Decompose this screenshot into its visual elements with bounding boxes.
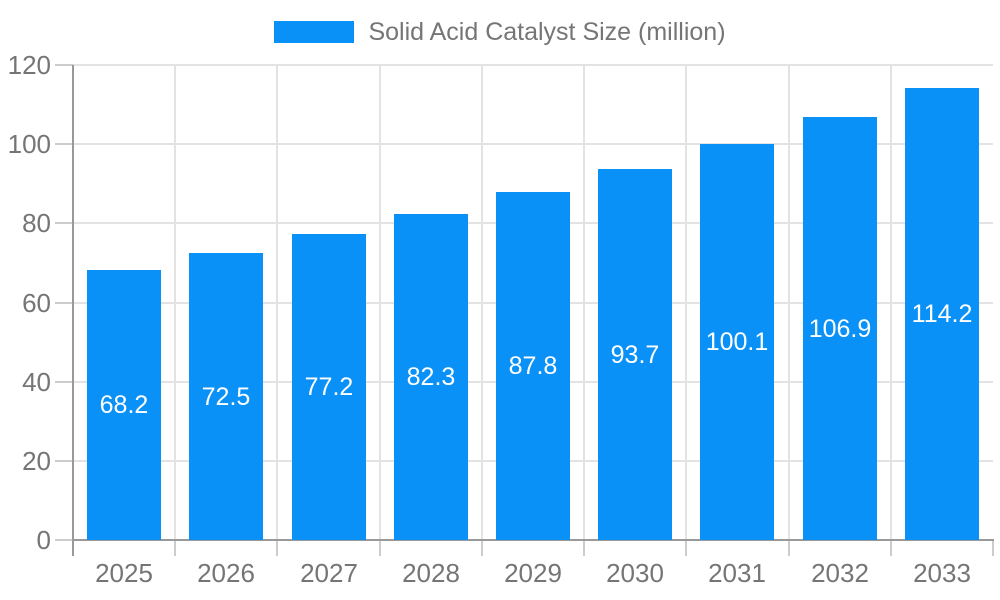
bar-value-label-2033: 114.2 bbox=[911, 300, 973, 328]
y-tick-20 bbox=[55, 460, 73, 462]
x-axis-label-2031: 2031 bbox=[708, 558, 766, 588]
bar-2032[interactable]: 106.9 bbox=[803, 117, 877, 540]
y-axis-label-100: 100 bbox=[7, 129, 51, 159]
x-tick-5 bbox=[583, 540, 585, 556]
gridline-x-5 bbox=[583, 65, 585, 540]
y-tick-40 bbox=[55, 381, 73, 383]
legend[interactable]: Solid Acid Catalyst Size (million) bbox=[0, 17, 1000, 47]
y-axis-label-20: 20 bbox=[22, 446, 51, 476]
y-tick-120 bbox=[55, 64, 73, 66]
x-axis-label-2026: 2026 bbox=[197, 558, 255, 588]
bar-value-label-2025: 68.2 bbox=[99, 391, 149, 419]
bar-value-label-2031: 100.1 bbox=[705, 328, 769, 356]
y-axis-label-80: 80 bbox=[22, 208, 51, 238]
gridline-x-8 bbox=[890, 65, 892, 540]
x-axis-label-2025: 2025 bbox=[95, 558, 153, 588]
y-axis-label-0: 0 bbox=[36, 525, 51, 555]
bar-value-label-2032: 106.9 bbox=[808, 315, 872, 343]
y-tick-0 bbox=[55, 539, 73, 541]
bar-2031[interactable]: 100.1 bbox=[700, 144, 774, 540]
x-axis-line bbox=[72, 539, 994, 541]
x-axis-label-2030: 2030 bbox=[606, 558, 664, 588]
gridline-y-120 bbox=[73, 64, 993, 66]
gridline-x-3 bbox=[379, 65, 381, 540]
x-axis-label-2032: 2032 bbox=[811, 558, 869, 588]
gridline-x-2 bbox=[276, 65, 278, 540]
legend-swatch bbox=[274, 21, 355, 43]
y-axis-line bbox=[72, 65, 74, 556]
bar-2029[interactable]: 87.8 bbox=[496, 192, 570, 540]
y-axis-label-60: 60 bbox=[22, 288, 51, 318]
gridline-x-7 bbox=[788, 65, 790, 540]
x-tick-7 bbox=[788, 540, 790, 556]
x-tick-1 bbox=[174, 540, 176, 556]
x-tick-4 bbox=[481, 540, 483, 556]
bar-value-label-2030: 93.7 bbox=[610, 341, 660, 369]
gridline-x-1 bbox=[174, 65, 176, 540]
bar-2027[interactable]: 77.2 bbox=[292, 234, 366, 540]
gridline-x-6 bbox=[685, 65, 687, 540]
gridline-y-100 bbox=[73, 143, 993, 145]
bar-2026[interactable]: 72.5 bbox=[189, 253, 263, 540]
y-axis-label-120: 120 bbox=[7, 50, 51, 80]
y-tick-60 bbox=[55, 302, 73, 304]
bar-value-label-2027: 77.2 bbox=[304, 373, 354, 401]
x-tick-6 bbox=[685, 540, 687, 556]
y-axis-label-40: 40 bbox=[22, 367, 51, 397]
x-tick-8 bbox=[890, 540, 892, 556]
x-axis-label-2028: 2028 bbox=[402, 558, 460, 588]
x-tick-2 bbox=[276, 540, 278, 556]
y-tick-80 bbox=[55, 222, 73, 224]
bar-2025[interactable]: 68.2 bbox=[87, 270, 161, 540]
bar-value-label-2029: 87.8 bbox=[508, 352, 558, 380]
x-tick-3 bbox=[379, 540, 381, 556]
x-axis-label-2029: 2029 bbox=[504, 558, 562, 588]
x-axis-label-2033: 2033 bbox=[913, 558, 971, 588]
bar-value-label-2028: 82.3 bbox=[406, 363, 456, 391]
bar-value-label-2026: 72.5 bbox=[201, 383, 251, 411]
x-tick-9 bbox=[992, 540, 994, 556]
bar-2033[interactable]: 114.2 bbox=[905, 88, 979, 540]
y-tick-100 bbox=[55, 143, 73, 145]
bar-2028[interactable]: 82.3 bbox=[394, 214, 468, 540]
x-axis-label-2027: 2027 bbox=[300, 558, 358, 588]
gridline-x-4 bbox=[481, 65, 483, 540]
legend-label: Solid Acid Catalyst Size (million) bbox=[368, 18, 726, 46]
bar-2030[interactable]: 93.7 bbox=[598, 169, 672, 540]
